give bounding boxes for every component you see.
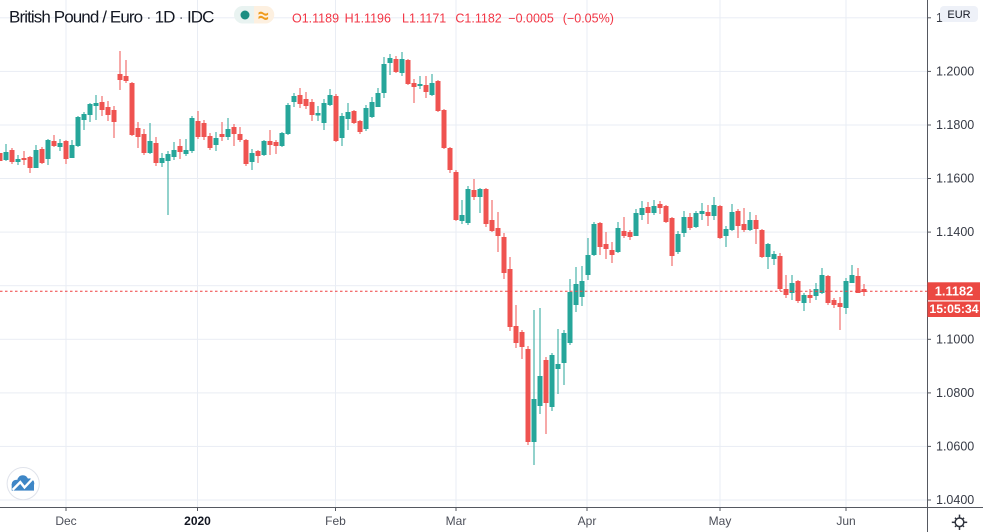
- svg-text:1.1400: 1.1400: [936, 225, 974, 239]
- svg-text:H1.1196: H1.1196: [345, 11, 391, 25]
- svg-text:L1.1171: L1.1171: [402, 11, 446, 25]
- svg-text:C1.1182: C1.1182: [455, 11, 501, 25]
- svg-text:Mar: Mar: [446, 514, 467, 528]
- svg-text:Jun: Jun: [836, 514, 855, 528]
- svg-text:1.1000: 1.1000: [936, 332, 974, 346]
- svg-text:15:05:34: 15:05:34: [929, 302, 978, 316]
- svg-text:1.1800: 1.1800: [936, 118, 974, 132]
- svg-text:1.1182: 1.1182: [935, 283, 973, 298]
- svg-text:Feb: Feb: [325, 514, 346, 528]
- svg-text:1.1600: 1.1600: [936, 172, 974, 186]
- svg-text:1.0400: 1.0400: [936, 493, 974, 507]
- svg-text:1.2000: 1.2000: [936, 64, 974, 78]
- svg-text:(−0.05%): (−0.05%): [563, 11, 614, 25]
- svg-text:Dec: Dec: [55, 514, 76, 528]
- svg-text:EUR: EUR: [947, 9, 970, 21]
- svg-text:Apr: Apr: [578, 514, 597, 528]
- svg-text:O1.1189: O1.1189: [292, 11, 339, 25]
- svg-text:2020: 2020: [184, 514, 211, 528]
- svg-text:1.0800: 1.0800: [936, 386, 974, 400]
- svg-text:1.0600: 1.0600: [936, 439, 974, 453]
- svg-text:May: May: [709, 514, 732, 528]
- svg-text:−0.0005: −0.0005: [508, 11, 554, 25]
- svg-text:British Pound / Euro · 1D · ID: British Pound / Euro · 1D · IDC: [9, 7, 214, 26]
